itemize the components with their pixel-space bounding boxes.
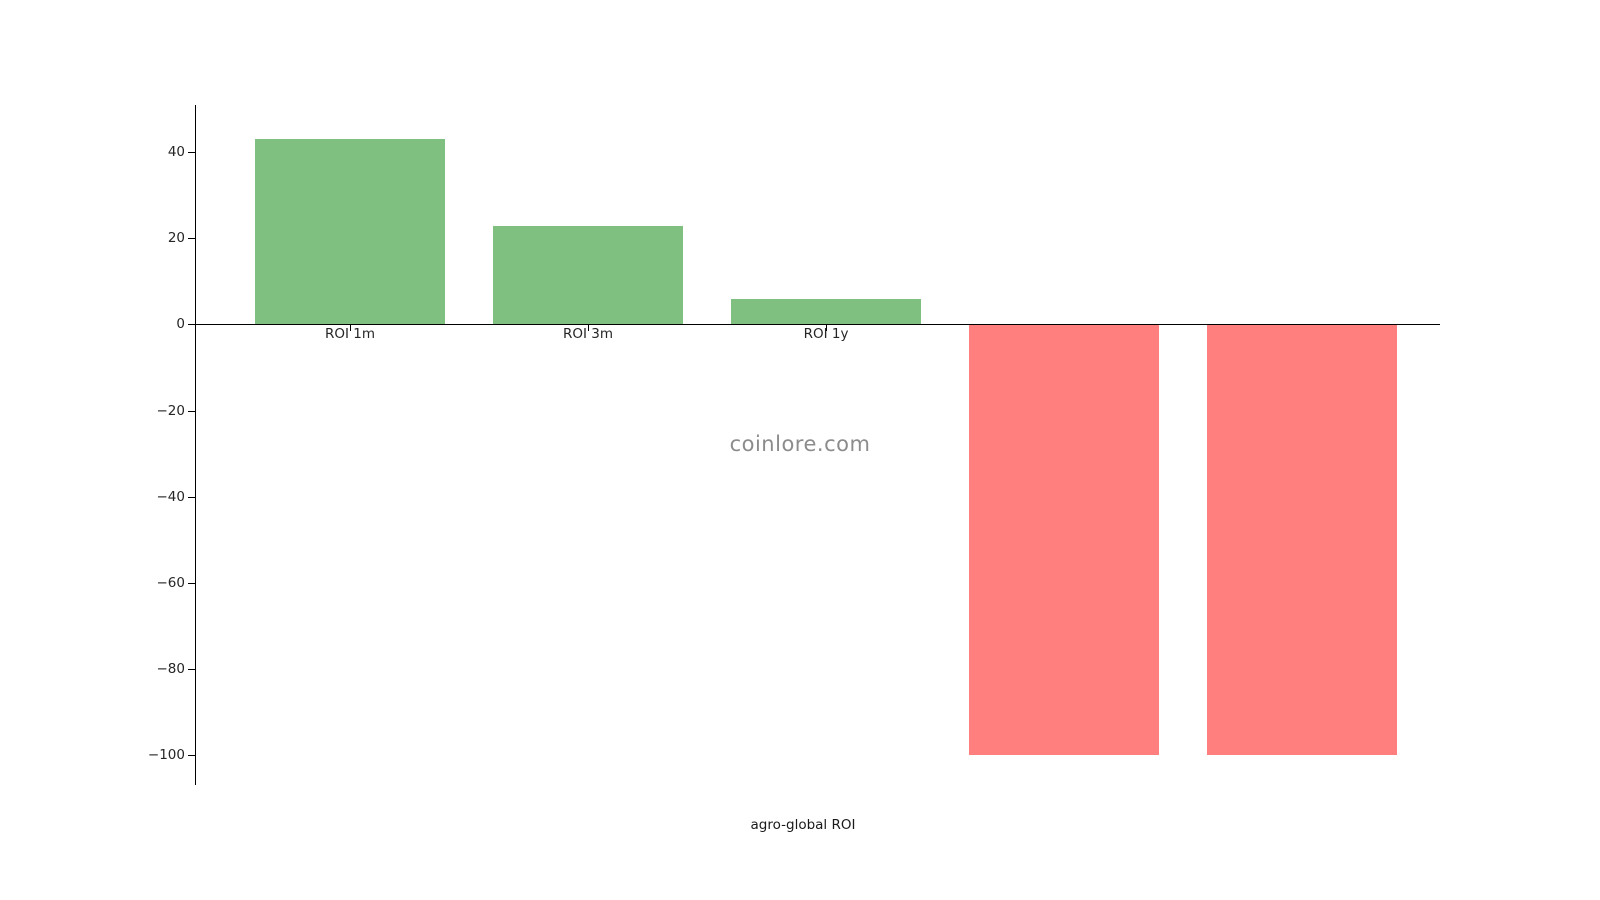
bar-4-negative [1207,325,1397,755]
y-tick-mark [188,668,195,670]
y-tick-mark [188,152,195,154]
bar-1-positive [493,225,683,325]
y-tick-label: −60 [156,574,186,591]
y-tick-mark [188,410,195,412]
chart-xlabel: agro-global ROI [750,817,856,833]
y-tick-label: −20 [156,402,186,419]
x-tick-mark [350,324,351,332]
y-tick-label: −80 [156,660,186,677]
bar-2-positive [731,298,921,325]
x-tick-mark [826,324,827,332]
y-tick-label: −40 [156,488,186,505]
y-tick-mark [188,754,195,756]
y-tick-label: −100 [147,746,185,763]
x-tick-label: ROI 3m [562,326,614,343]
x-tick-label: ROI 1m [324,326,376,343]
y-tick-mark [188,324,195,326]
y-tick-mark [188,238,195,240]
y-tick-mark [188,582,195,584]
y-axis-line [195,105,196,785]
bar-0-positive [255,139,445,325]
plot-area: 40 20 0 −20 −40 −60 −80 −100 ROI 1m ROI 3m ROI 1y [148,105,1440,785]
bar-3-negative [969,325,1159,755]
y-tick-label: 20 [167,230,185,247]
x-axis-zero-line [196,324,1440,326]
watermark: coinlore.com [729,432,871,456]
y-tick-label: 40 [167,144,185,161]
y-tick-label: 0 [176,316,185,333]
y-tick-mark [188,496,195,498]
x-tick-mark [588,324,589,332]
x-tick-label: ROI 1y [803,326,849,343]
